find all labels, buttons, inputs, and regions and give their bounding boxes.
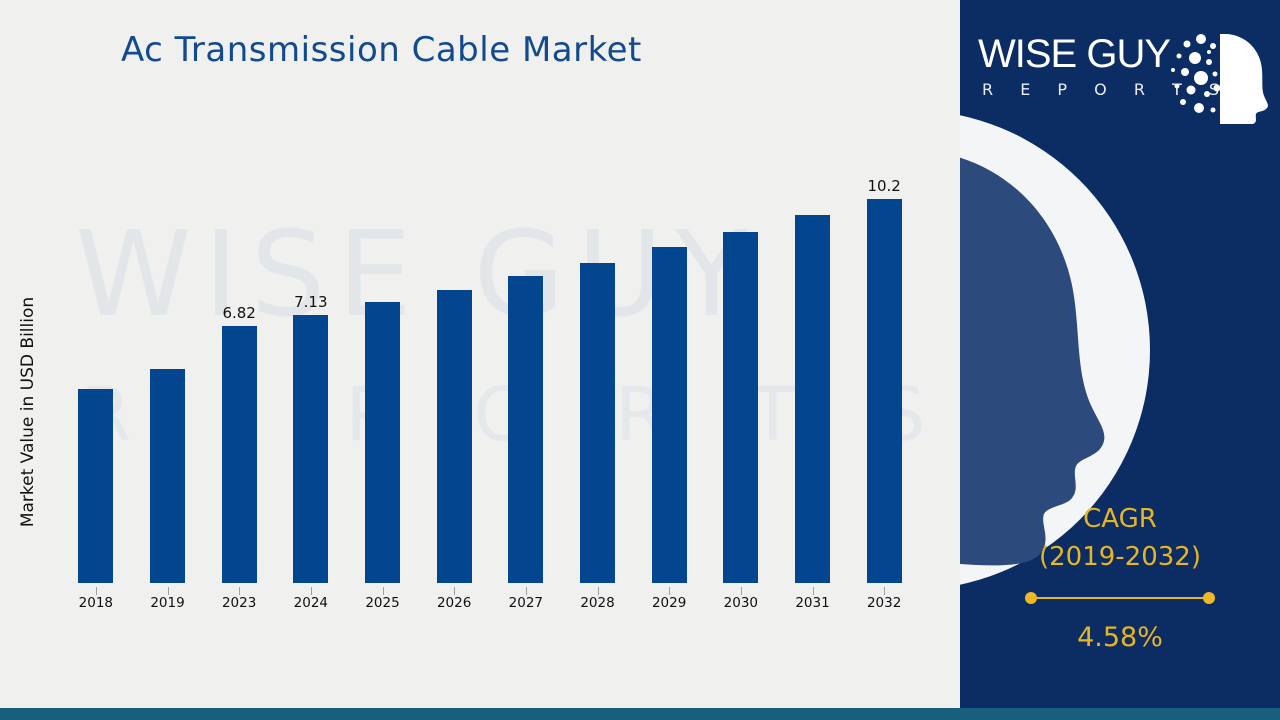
x-axis-tick-2028 bbox=[597, 587, 599, 595]
x-axis-tick-2018 bbox=[95, 587, 97, 595]
x-axis-label-2029: 2029 bbox=[651, 595, 687, 611]
page-title: Ac Transmission Cable Market bbox=[121, 30, 642, 70]
x-axis-tick-2032 bbox=[884, 587, 886, 595]
bar-2018 bbox=[78, 389, 114, 583]
logo-secondary-text: R E P O R T S bbox=[982, 80, 1231, 99]
bar-value-label-2032: 10.2 bbox=[867, 176, 901, 195]
bottom-accent-strip bbox=[0, 708, 1280, 720]
cagr-divider-dot-right bbox=[1203, 592, 1215, 604]
x-axis-tick-2029 bbox=[669, 587, 671, 595]
x-axis-label-2026: 2026 bbox=[436, 595, 472, 611]
bar-2023 bbox=[221, 326, 257, 583]
x-axis-label-2019: 2019 bbox=[150, 595, 185, 611]
x-axis-tick-2031 bbox=[812, 587, 814, 595]
bar-2029 bbox=[651, 247, 687, 583]
bar-2026 bbox=[436, 289, 472, 583]
logo-primary-text: WISE GUY bbox=[978, 32, 1171, 76]
cagr-value: 4.58% bbox=[1077, 622, 1163, 653]
bar-2025 bbox=[365, 302, 400, 583]
panel-graphics bbox=[960, 0, 1280, 708]
bar-2024 bbox=[293, 314, 329, 583]
x-axis-label-2027: 2027 bbox=[508, 595, 543, 611]
x-axis-label-2028: 2028 bbox=[580, 595, 615, 611]
x-axis-label-2018: 2018 bbox=[78, 595, 113, 611]
x-axis-tick-2030 bbox=[740, 587, 742, 595]
plot-area: 6.82 7.13 10.2 bbox=[60, 150, 920, 583]
brand-panel: WISE GUY R E P O R T S CAGR (20 bbox=[960, 0, 1280, 708]
cagr-divider-line bbox=[1031, 597, 1209, 599]
x-axis-label-2032: 2032 bbox=[866, 595, 902, 611]
x-axis-label-2030: 2030 bbox=[723, 595, 758, 611]
bar-2032 bbox=[866, 198, 902, 583]
x-axis-tick-2019 bbox=[167, 587, 169, 595]
logo-head-icon bbox=[1171, 34, 1268, 124]
head-silhouette-icon bbox=[960, 157, 1105, 566]
x-axis-tick-2024 bbox=[310, 587, 312, 595]
x-axis-tick-2027 bbox=[525, 587, 527, 595]
y-axis-label: Market Value in USD Billion bbox=[18, 296, 38, 528]
bar-2031 bbox=[795, 214, 830, 583]
x-axis-label-2023: 2023 bbox=[221, 595, 257, 611]
cagr-period: (2019-2032) bbox=[1038, 542, 1201, 572]
cagr-divider bbox=[1025, 592, 1215, 604]
bar-value-label-2024: 7.13 bbox=[294, 292, 328, 311]
cagr-block: CAGR (2019-2032) 4.58% bbox=[960, 500, 1280, 653]
bar-2028 bbox=[580, 262, 615, 583]
x-axis-tick-2026 bbox=[454, 587, 456, 595]
bar-value-label-2023: 6.82 bbox=[222, 304, 256, 323]
bar-2027 bbox=[508, 276, 544, 583]
x-axis-tick-2023 bbox=[239, 587, 241, 595]
bar-2030 bbox=[723, 232, 759, 583]
cagr-label: CAGR bbox=[1083, 504, 1157, 534]
x-axis-label-2031: 2031 bbox=[795, 595, 830, 611]
bar-2019 bbox=[150, 368, 185, 583]
x-axis-label-2024: 2024 bbox=[293, 595, 328, 611]
x-axis-label-2025: 2025 bbox=[365, 595, 400, 611]
bar-chart: Market Value in USD Billion 6.82 7.13 10.2… bbox=[18, 150, 920, 623]
x-axis-tick-2025 bbox=[382, 587, 384, 595]
brand-logo: WISE GUY R E P O R T S bbox=[970, 30, 1270, 125]
x-axis: 2018 2019 2023 2024 2025 2026 2027 2028 2029 2030… bbox=[60, 583, 920, 623]
